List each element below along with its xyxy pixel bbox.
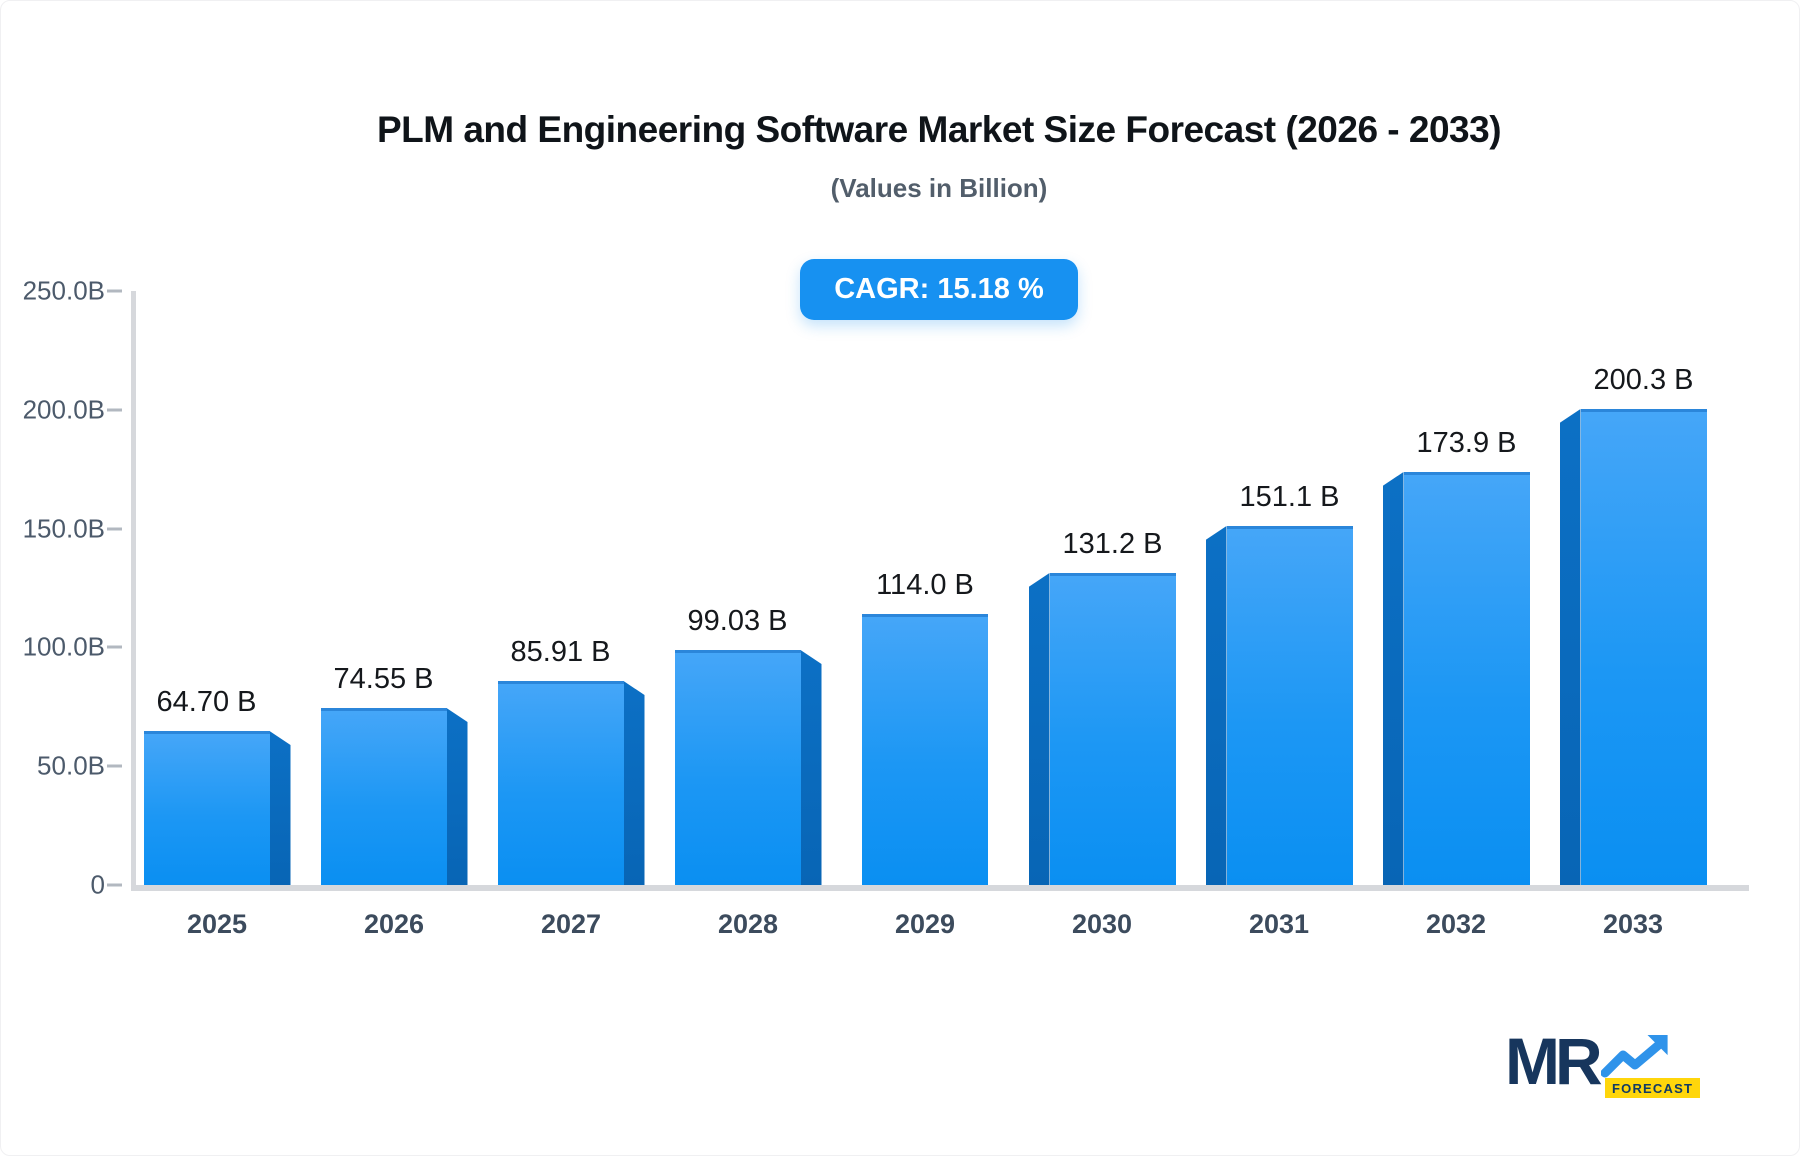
bar-2025 <box>143 731 270 885</box>
x-tick-label-2032: 2032 <box>1425 909 1487 939</box>
y-tick-label: 100.0B <box>22 631 105 662</box>
x-tick-label-2025: 2025 <box>186 909 248 939</box>
x-tick-label-2031: 2031 <box>1248 909 1310 939</box>
x-tick-label-2026: 2026 <box>363 909 425 939</box>
bar-side-face-2033 <box>1559 409 1581 885</box>
bar-value-label-2032: 173.9 B <box>1416 427 1517 459</box>
x-tick-label-2030: 2030 <box>1071 909 1133 939</box>
bar-value-label-2031: 151.1 B <box>1239 481 1340 513</box>
bar-2026 <box>320 708 447 885</box>
y-tick-label: 50.0B <box>37 750 105 781</box>
bar-value-label-2025: 64.70 B <box>156 686 257 718</box>
bar-2027 <box>497 681 624 885</box>
y-tick-dash <box>107 527 122 531</box>
logo-forecast-label: FORECAST <box>1605 1078 1701 1098</box>
bar-2031 <box>1226 526 1353 885</box>
chart-header: PLM and Engineering Software Market Size… <box>131 109 1747 204</box>
cagr-badge: CAGR: 15.18 % <box>800 259 1078 320</box>
y-tick-label: 250.0B <box>22 275 105 306</box>
bar-2032 <box>1403 472 1530 885</box>
logo-text: MR <box>1505 1024 1603 1098</box>
x-tick-label-2029: 2029 <box>894 909 956 939</box>
bar-side-face-2027 <box>623 681 645 885</box>
x-axis-line <box>131 885 1749 891</box>
y-tick-label: 150.0B <box>22 513 105 544</box>
x-tick-label-2027: 2027 <box>540 909 602 939</box>
bar-side-face-2030 <box>1028 573 1050 885</box>
bar-2029 <box>862 614 988 885</box>
y-tick-label: 0 <box>90 869 105 900</box>
x-tick-label-2028: 2028 <box>717 909 779 939</box>
bar-value-label-2033: 200.3 B <box>1593 364 1694 396</box>
bar-side-face-2032 <box>1382 472 1404 885</box>
y-tick-dash <box>107 408 122 412</box>
bar-side-face-2026 <box>446 708 468 885</box>
bar-2033 <box>1580 409 1707 885</box>
y-axis-line <box>131 291 136 889</box>
trend-arrow-icon <box>1601 1035 1668 1078</box>
bar-value-label-2026: 74.55 B <box>333 663 434 695</box>
y-tick-dash <box>107 289 122 293</box>
bar-side-face-2025 <box>269 731 291 885</box>
chart-subtitle: (Values in Billion) <box>830 173 1048 203</box>
bar-value-label-2030: 131.2 B <box>1062 528 1163 560</box>
y-tick-label: 200.0B <box>22 394 105 425</box>
cagr-badge-row: CAGR: 15.18 % <box>131 259 1747 320</box>
bar-side-face-2028 <box>800 650 822 885</box>
y-tick-dash <box>107 645 122 649</box>
x-tick-label-2033: 2033 <box>1602 909 1664 939</box>
y-tick-dash <box>107 764 122 768</box>
chart-title: PLM and Engineering Software Market Size… <box>376 109 1502 150</box>
y-tick-dash <box>107 883 122 887</box>
bar-value-label-2028: 99.03 B <box>687 605 788 637</box>
bar-value-label-2027: 85.91 B <box>510 636 611 668</box>
bar-2030 <box>1049 573 1176 885</box>
bar-value-label-2029: 114.0 B <box>876 569 974 601</box>
mr-forecast-logo: MR FORECAST <box>1505 1024 1701 1105</box>
bar-side-face-2031 <box>1205 526 1227 885</box>
bar-2028 <box>674 650 801 885</box>
